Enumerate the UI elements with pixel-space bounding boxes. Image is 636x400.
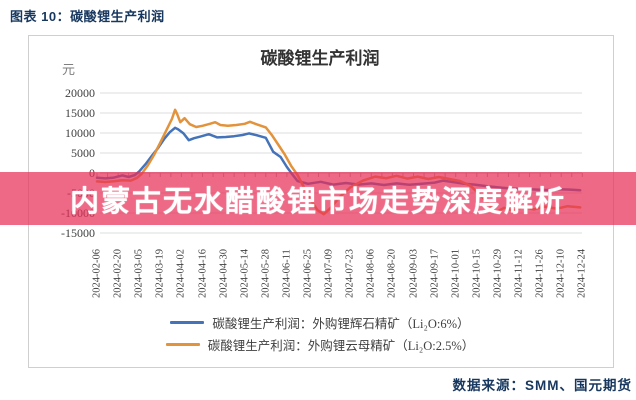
x-tick-label: 2024-05-28 <box>260 249 272 298</box>
x-tick-label: 2024-10-29 <box>492 249 504 298</box>
x-tick-label: 2024-02-20 <box>112 249 124 298</box>
x-tick-label: 2024-04-30 <box>218 249 230 298</box>
legend-item-0: 碳酸锂生产利润：外购锂辉石精矿（Li₂O:6%） <box>170 313 470 332</box>
x-tick-label: 2024-06-25 <box>302 249 314 298</box>
legend-label: 碳酸锂生产利润：外购锂云母精矿（Li₂O:2.5%） <box>207 339 475 353</box>
x-tick-label: 2024-03-05 <box>133 249 145 298</box>
y-tick-label: 20000 <box>65 86 95 100</box>
y-tick-label: 5000 <box>71 146 95 160</box>
chart-title: 碳酸锂生产利润 <box>260 49 380 68</box>
chart-legend: 碳酸锂生产利润：外购锂辉石精矿（Li₂O:6%） 碳酸锂生产利润：外购锂云母精矿（… <box>28 313 612 354</box>
x-tick-label: 2024-08-06 <box>365 249 377 298</box>
x-tick-label: 2024-12-24 <box>576 249 588 298</box>
x-tick-label: 2024-04-16 <box>197 249 208 298</box>
y-tick-label: -15000 <box>61 226 95 240</box>
x-tick-label: 2024-10-15 <box>471 249 483 298</box>
x-tick-label: 2024-07-09 <box>323 249 335 298</box>
x-tick-label: 2024-06-11 <box>281 249 293 298</box>
x-tick-label: 2024-12-10 <box>555 249 567 298</box>
legend-item-1: 碳酸锂生产利润：外购锂云母精矿（Li₂O:2.5%） <box>165 335 475 354</box>
x-tick-label: 2024-07-23 <box>344 249 356 298</box>
promo-banner-overlay: 内蒙古无水醋酸锂市场走势深度解析 <box>0 172 636 225</box>
legend-label: 碳酸锂生产利润：外购锂辉石精矿（Li₂O:6%） <box>212 317 470 331</box>
x-tick-label: 2024-03-19 <box>154 249 166 298</box>
x-tick-label: 2024-11-12 <box>513 249 525 298</box>
x-tick-label: 2024-08-20 <box>386 249 398 298</box>
x-tick-label: 2024-10-01 <box>450 249 462 298</box>
y-tick-label: 15000 <box>65 106 95 120</box>
y-tick-label: 10000 <box>65 126 95 140</box>
legend-line-swatch <box>170 321 205 324</box>
promo-banner-text: 内蒙古无水醋酸锂市场走势深度解析 <box>69 185 566 218</box>
figure-caption: 图表 10：碳酸锂生产利润 <box>10 9 165 24</box>
x-tick-label: 2024-05-14 <box>239 249 251 298</box>
x-tick-label: 2024-09-03 <box>408 249 419 298</box>
x-tick-label: 2024-02-06 <box>91 249 103 298</box>
data-source-credit: 数据来源：SMM、国元期货 <box>452 378 632 393</box>
legend-line-swatch <box>165 343 200 346</box>
x-tick-label: 2024-04-02 <box>175 249 187 298</box>
x-tick-label: 2024-11-26 <box>534 249 546 298</box>
y-axis-unit-label: 元 <box>62 62 76 77</box>
x-tick-label: 2024-09-17 <box>429 249 441 298</box>
